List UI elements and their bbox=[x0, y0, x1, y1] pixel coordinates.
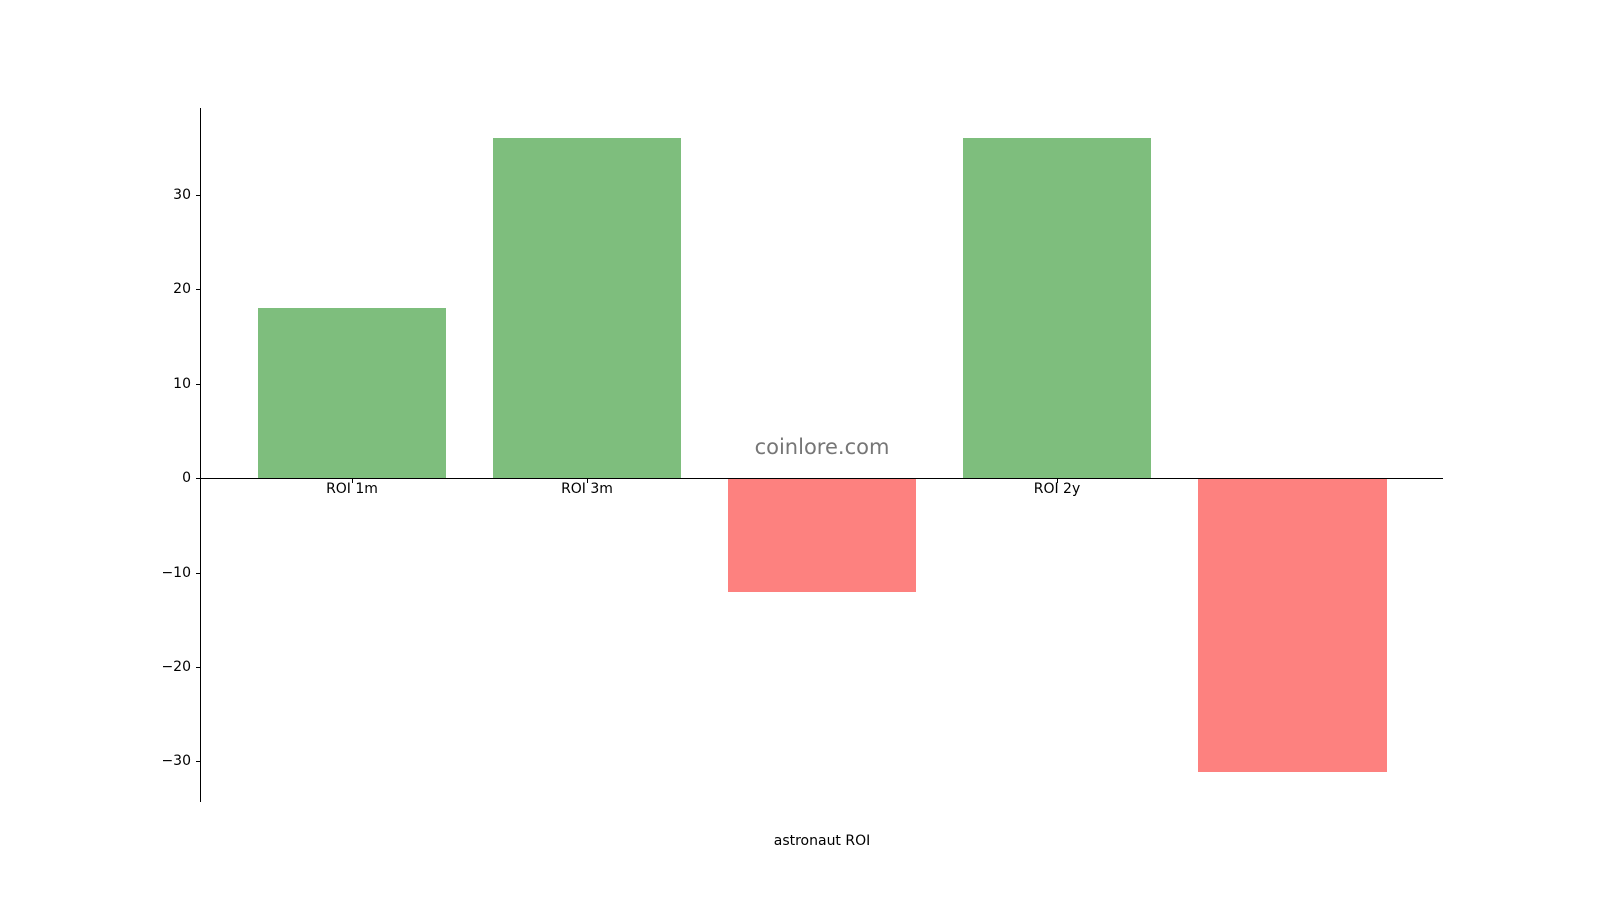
x-tick-mark bbox=[1057, 479, 1058, 483]
y-tick-mark bbox=[196, 478, 201, 479]
bar-unlabeled-2 bbox=[727, 479, 917, 593]
y-tick-label: −20 bbox=[161, 658, 191, 675]
x-tick-label: ROI 1m bbox=[326, 481, 378, 497]
x-tick-label: ROI 2y bbox=[1033, 481, 1081, 497]
y-tick-label: 30 bbox=[173, 186, 191, 203]
x-tick-mark bbox=[587, 479, 588, 483]
bar-roi-1m bbox=[257, 308, 446, 479]
x-axis-title: astronaut ROI bbox=[773, 833, 871, 849]
bar-roi-2y bbox=[963, 138, 1152, 479]
y-tick-label: 20 bbox=[173, 281, 191, 298]
y-tick-label: −30 bbox=[161, 753, 191, 770]
x-tick-mark bbox=[352, 479, 353, 483]
y-tick-label: 10 bbox=[173, 375, 191, 392]
y-tick-mark bbox=[196, 667, 201, 668]
y-tick-mark bbox=[196, 761, 201, 762]
x-axis-line bbox=[200, 478, 1443, 479]
bar-roi-3m bbox=[492, 138, 681, 479]
x-tick-label: ROI 3m bbox=[561, 481, 613, 497]
y-tick-mark bbox=[196, 195, 201, 196]
y-tick-mark bbox=[196, 384, 201, 385]
y-tick-label: −10 bbox=[161, 564, 191, 581]
y-tick-mark bbox=[196, 289, 201, 290]
watermark-text: coinlore.com bbox=[754, 435, 890, 459]
y-axis-line bbox=[200, 108, 201, 802]
y-tick-label: 0 bbox=[182, 470, 191, 487]
bar-unlabeled-4 bbox=[1198, 479, 1387, 772]
y-tick-mark bbox=[196, 573, 201, 574]
